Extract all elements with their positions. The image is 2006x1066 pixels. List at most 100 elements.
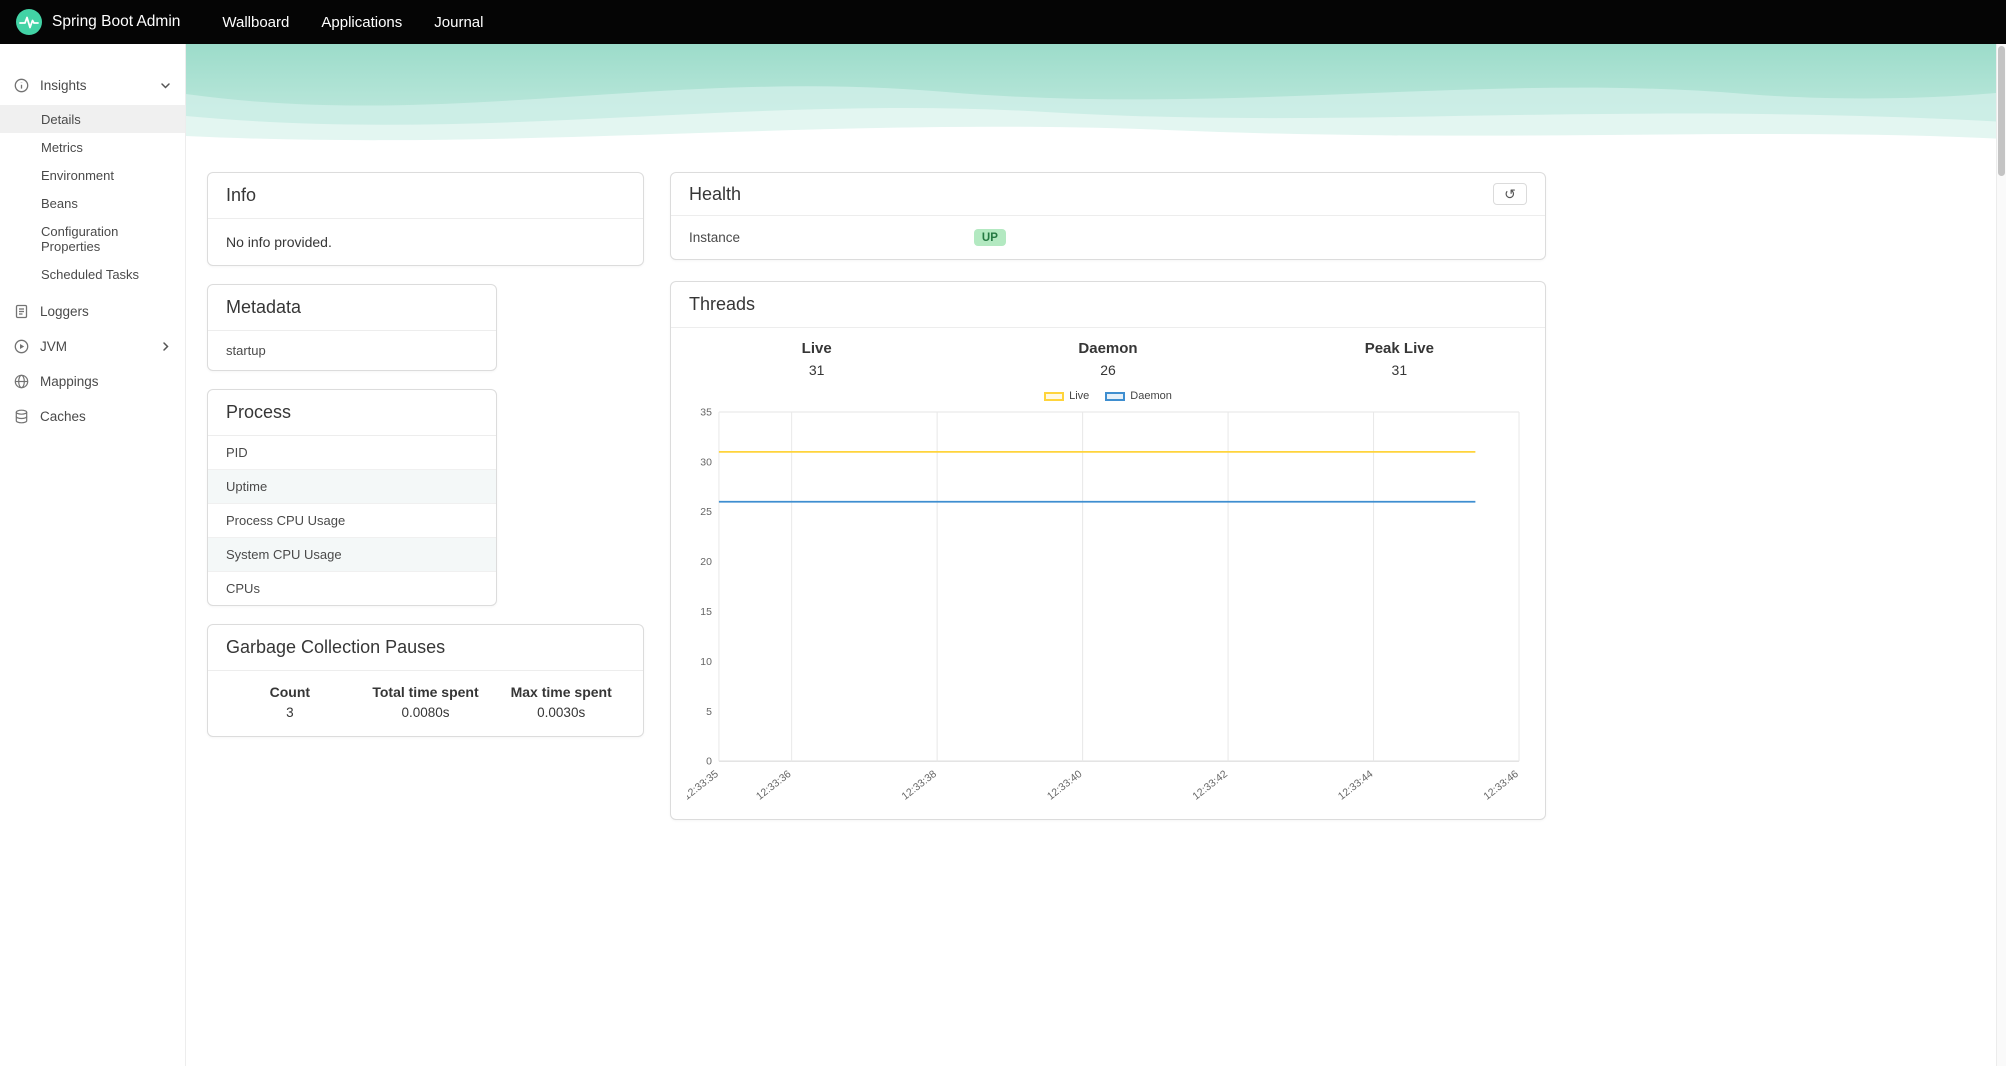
brand-title: Spring Boot Admin [52, 13, 181, 30]
right-column: Health ↺ Instance UP Threads [670, 172, 1546, 821]
sidebar-item-beans[interactable]: Beans [41, 195, 78, 211]
insights-submenu: Details Metrics Environment Beans Config… [0, 105, 185, 288]
gc-header-max-time: Max time spent [510, 684, 612, 700]
main-content: Info No info provided. Metadata startup … [186, 44, 2006, 1066]
play-circle-icon [14, 339, 29, 354]
process-row-label: Process CPU Usage [226, 513, 346, 528]
chevron-right-icon [160, 341, 171, 352]
chevron-down-icon [160, 80, 171, 91]
nav-applications[interactable]: Applications [321, 13, 403, 31]
vertical-scrollbar[interactable] [1996, 44, 2006, 1066]
svg-text:35: 35 [700, 407, 712, 418]
gc-table-values: 3 0.0080s 0.0030s [208, 702, 643, 736]
sidebar-item-label: Loggers [40, 304, 89, 319]
database-icon [14, 409, 29, 424]
process-row-pid[interactable]: PID [208, 436, 496, 469]
legend-swatch-daemon [1105, 391, 1126, 401]
svg-text:0: 0 [706, 757, 712, 768]
sidebar-item-scheduled-tasks[interactable]: Scheduled Tasks [41, 266, 140, 282]
gc-value-max-time: 0.0030s [537, 705, 586, 720]
brand[interactable]: Spring Boot Admin [16, 9, 180, 35]
stat-value: 31 [808, 362, 825, 378]
sidebar-item-loggers[interactable]: Loggers [0, 296, 185, 327]
sidebar-item-label: Caches [40, 409, 86, 424]
health-card-title: Health [689, 183, 742, 204]
sidebar-item-label: Mappings [40, 374, 99, 389]
sidebar-item-jvm[interactable]: JVM [0, 331, 185, 362]
process-row-system-cpu-usage[interactable]: System CPU Usage [208, 537, 496, 571]
stat-label: Peak Live [1364, 340, 1434, 357]
svg-text:12:33:35: 12:33:35 [687, 769, 721, 803]
threads-card-title: Threads [689, 294, 756, 314]
divider [208, 435, 496, 436]
info-empty-message: No info provided. [226, 234, 332, 250]
process-row-label: Uptime [226, 479, 268, 494]
process-row-label: CPUs [226, 581, 260, 596]
health-card: Health ↺ Instance UP [670, 172, 1546, 260]
status-badge: UP [973, 229, 1006, 246]
metadata-card: Metadata startup [207, 284, 497, 371]
hero-wave [186, 44, 2006, 148]
top-navbar: Spring Boot Admin Wallboard Applications… [0, 0, 2006, 44]
log-file-icon [14, 304, 29, 319]
stat-label: Daemon [1078, 340, 1138, 357]
svg-text:10: 10 [700, 657, 712, 668]
metadata-key: startup [226, 343, 266, 358]
legend-item-live[interactable]: Live [1044, 390, 1089, 402]
sidebar-item-metrics[interactable]: Metrics [41, 139, 83, 155]
gc-card-title: Garbage Collection Pauses [226, 637, 446, 657]
process-row-uptime[interactable]: Uptime [208, 469, 496, 503]
info-card: Info No info provided. [207, 172, 644, 266]
threads-chart-container: 12:33:35 12:33:36 12:33:38 12:33:40 12:33:42… [671, 404, 1545, 819]
stat-live[interactable]: Live 31 [671, 340, 962, 378]
history-icon: ↺ [1504, 186, 1516, 202]
sidebar-item-insights[interactable]: Insights [0, 70, 185, 101]
svg-text:12:33:46: 12:33:46 [1482, 769, 1521, 803]
sidebar-item-label: JVM [40, 339, 67, 354]
health-instance-row: Instance UP [671, 216, 1545, 259]
divider [671, 215, 1545, 216]
stat-value: 26 [1100, 362, 1116, 378]
process-rows: PID Uptime Process CPU Usage System [208, 436, 496, 605]
svg-text:30: 30 [700, 457, 712, 468]
sidebar-item-mappings[interactable]: Mappings [0, 366, 185, 397]
divider [208, 670, 643, 671]
sidebar-item-details[interactable]: Details [0, 105, 185, 133]
svg-text:12:33:38: 12:33:38 [900, 769, 939, 803]
nav-journal[interactable]: Journal [434, 13, 484, 31]
svg-text:12:33:36: 12:33:36 [755, 769, 794, 803]
threads-card: Threads Live 31 Daemon 26 Peak Live [670, 281, 1546, 821]
stat-value: 31 [1391, 362, 1408, 378]
nav-wallboard[interactable]: Wallboard [222, 13, 290, 31]
gc-value-total-time: 0.0080s [401, 705, 450, 720]
process-row-process-cpu-usage[interactable]: Process CPU Usage [208, 503, 496, 537]
divider [671, 327, 1545, 328]
legend-item-daemon[interactable]: Daemon [1105, 390, 1172, 402]
left-column: Info No info provided. Metadata startup … [207, 172, 644, 820]
instance-label: Instance [689, 230, 741, 245]
divider [208, 218, 643, 219]
process-row-label: PID [226, 445, 248, 460]
gc-header-count: Count [269, 684, 311, 700]
svg-text:5: 5 [706, 707, 712, 718]
scrollbar-thumb[interactable] [1998, 46, 2005, 176]
gc-table-header: Count Total time spent Max time spent [208, 671, 643, 702]
process-row-label: System CPU Usage [226, 547, 342, 562]
stat-peak-live[interactable]: Peak Live 31 [1254, 340, 1545, 378]
sidebar-item-caches[interactable]: Caches [0, 401, 185, 432]
sidebar-item-configuration-properties[interactable]: Configuration Properties [41, 223, 119, 254]
sidebar-item-environment[interactable]: Environment [41, 167, 114, 183]
stat-label: Live [801, 340, 832, 357]
svg-text:15: 15 [700, 607, 712, 618]
gc-value-count: 3 [286, 705, 294, 720]
process-card: Process PID Uptime Process CPU Usage [207, 389, 497, 606]
stat-daemon[interactable]: Daemon 26 [962, 340, 1253, 378]
info-card-title: Info [226, 185, 257, 205]
threads-chart: 12:33:35 12:33:36 12:33:38 12:33:40 12:33:42… [687, 407, 1521, 803]
gc-header-total-time: Total time spent [372, 684, 479, 700]
svg-text:12:33:42: 12:33:42 [1191, 769, 1230, 803]
globe-icon [14, 374, 29, 389]
threads-stats: Live 31 Daemon 26 Peak Live 31 [671, 328, 1545, 382]
process-row-cpus[interactable]: CPUs [208, 571, 496, 605]
health-history-button[interactable]: ↺ [1493, 183, 1527, 205]
